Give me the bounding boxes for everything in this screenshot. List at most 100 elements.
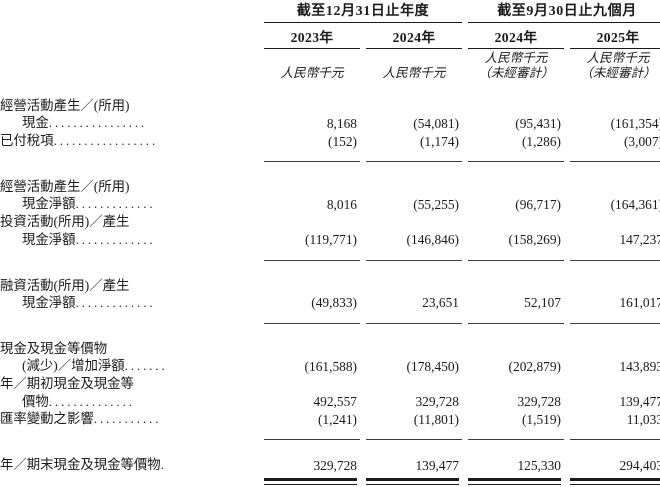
row-label-text: 現金 (22, 115, 49, 131)
cell-value: 52,107 (524, 295, 561, 311)
table-row: 價物.............. 492,557 329,728 329,728… (0, 393, 660, 411)
group-header-annual: 截至12月31日止年度 (264, 0, 462, 23)
table-row-total: 年／期末現金及現金等價物. 329,728 139,477 125,330 29… (0, 456, 660, 474)
year-header-2024-interim: 2024年 (468, 22, 564, 49)
cell-value: 11,033 (626, 411, 660, 427)
unit-currency: 人民幣千元 (280, 66, 344, 81)
cell-value: (164,361) (610, 196, 660, 212)
blank (0, 49, 258, 83)
cell-value: 8,168 (326, 115, 357, 131)
table-row: (減少)／增加淨額....... (161,588) (178,450) (20… (0, 357, 660, 375)
year-header-2024-annual: 2024年 (366, 22, 462, 49)
row-label-fx-effect: 匯率變動之影響........... (0, 410, 258, 428)
table-row: 經營活動產生／(所用) (0, 97, 660, 114)
cell-value: (1,519) (521, 411, 561, 427)
unit-header-col3: 人民幣千元 （未經審計） (468, 49, 564, 83)
row-label-opening-cash-line1: 年／期初現金及現金等 (0, 376, 134, 392)
row-label-operating-cash-line1: 經營活動產生／(所用) (0, 97, 130, 113)
cell-value: 161,017 (619, 295, 660, 311)
row-label-text: 年／期末現金及現金等價物 (0, 457, 161, 473)
table-row: 現金及現金等價物 (0, 340, 660, 357)
cell-value: (152) (327, 133, 357, 149)
double-underline (366, 474, 462, 487)
cell-value: 329,728 (415, 394, 459, 410)
year-header-2023: 2023年 (264, 22, 360, 49)
spacer (0, 440, 660, 457)
cell-value: (202,879) (508, 358, 561, 374)
spacer (0, 83, 660, 97)
dot-leader: ................ (48, 115, 148, 131)
cell-value: 143,893 (619, 358, 660, 374)
cell-value: (119,771) (305, 232, 357, 248)
group-header-row: 截至12月31日止年度 截至9月30日止九個月 (0, 0, 660, 23)
unit-header-col4: 人民幣千元 （未經審計） (570, 49, 660, 83)
cell-value: 8,016 (326, 196, 357, 212)
cell-value: (96,717) (515, 196, 561, 212)
subtotal-rule (0, 311, 660, 324)
cell-value: (54,081) (413, 115, 459, 131)
dot-leader: ....... (124, 358, 168, 374)
cell-value: 492,557 (313, 394, 357, 410)
row-label-tax-paid: 已付稅項................. (0, 132, 258, 150)
row-label-net-operating-cash-line1: 經營活動產生／(所用) (0, 178, 130, 194)
table-row: 年／期初現金及現金等 (0, 375, 660, 392)
cell-value: 139,477 (619, 394, 660, 410)
cell-value: 147,237 (619, 232, 660, 248)
dot-leader: ............. (75, 294, 156, 310)
row-label-text: 匯率變動之影響 (0, 411, 94, 427)
cell-value: 139,477 (415, 457, 459, 473)
spacer (0, 260, 660, 277)
row-label-text: 已付稅項 (0, 133, 54, 149)
table-row: 匯率變動之影響........... (1,241) (11,801) (1,5… (0, 410, 660, 428)
cell-value: (95,431) (515, 115, 561, 131)
table-row: 投資活動(所用)／產生 (0, 213, 660, 230)
year-header-2025-interim: 2025年 (570, 22, 660, 49)
row-label-opening-cash: 價物.............. (0, 393, 258, 411)
dot-leader: ............. (75, 231, 156, 247)
cell-value: (161,588) (304, 358, 357, 374)
row-label-net-operating-cash: 現金淨額............. (0, 195, 258, 213)
unit-header-row: 人民幣千元 人民幣千元 人民幣千元 （未經審計） 人民幣千元 （未經審計） (0, 49, 660, 83)
unit-currency: 人民幣千元 (586, 51, 650, 65)
cell-value: (178,450) (406, 358, 459, 374)
spacer (0, 323, 660, 340)
cell-value: (3,007) (623, 133, 660, 149)
row-label-net-change-cash: (減少)／增加淨額....... (0, 357, 258, 375)
subtotal-rule (0, 149, 660, 162)
row-label-text: (減少)／增加淨額 (22, 358, 125, 374)
cell-value: (55,255) (413, 196, 459, 212)
double-underline (570, 474, 660, 487)
unit-audit-note: （未經審計） (580, 66, 656, 81)
row-label-net-financing-cash: 現金淨額............. (0, 294, 258, 312)
total-double-rule (0, 474, 660, 487)
row-label-text: 現金淨額 (22, 231, 76, 247)
cell-value: 23,651 (422, 295, 459, 311)
cell-value: (11,801) (413, 411, 459, 427)
unit-currency: 人民幣千元 (382, 66, 446, 81)
table-row: 現金淨額............. (119,771) (146,846) (1… (0, 231, 660, 249)
table-row: 現金................ 8,168 (54,081) (95,43… (0, 114, 660, 132)
dot-leader: ................. (53, 133, 159, 149)
row-label-text: 現金淨額 (22, 294, 76, 310)
double-underline (468, 474, 564, 487)
table-row: 現金淨額............. (49,833) 23,651 52,107… (0, 294, 660, 312)
cell-value: (49,833) (311, 295, 357, 311)
row-label-net-investing-cash-line1: 投資活動(所用)／產生 (0, 214, 130, 230)
double-underline (264, 474, 360, 487)
cell-value: 125,330 (517, 457, 561, 473)
table-row: 經營活動產生／(所用) (0, 178, 660, 195)
dot-leader: . (160, 457, 167, 473)
cell-value: 294,403 (619, 457, 660, 473)
dot-leader: ........... (93, 411, 162, 427)
row-label-net-investing-cash: 現金淨額............. (0, 231, 258, 249)
cell-value: (161,354) (610, 115, 660, 131)
unit-header-col1: 人民幣千元 (264, 49, 360, 83)
dot-leader: .............. (48, 393, 135, 409)
cell-value: (1,241) (317, 411, 357, 427)
spacer (0, 161, 660, 178)
cell-value: 329,728 (313, 457, 357, 473)
dot-leader: ............. (75, 196, 156, 212)
row-label-closing-cash: 年／期末現金及現金等價物. (0, 456, 258, 474)
